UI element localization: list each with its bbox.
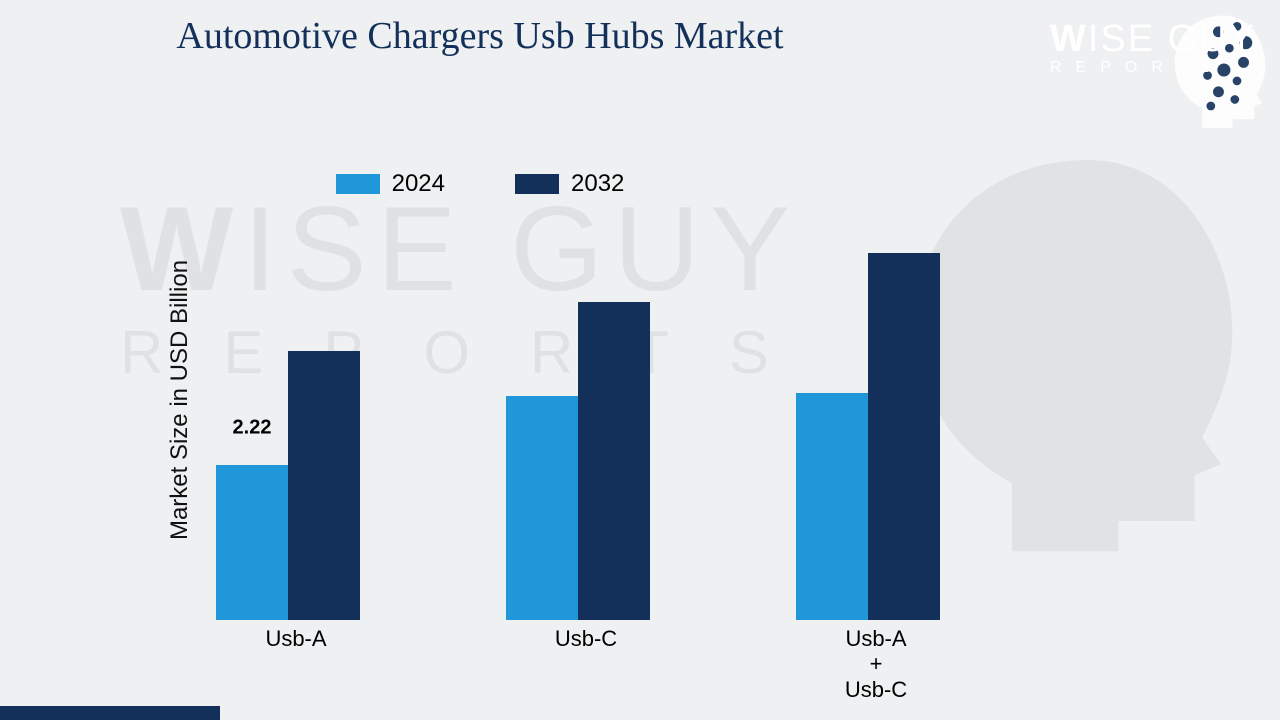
- canvas: WISE GUY REPORTS WISE GUY REPORTS Automo…: [0, 0, 1280, 720]
- bar: [796, 393, 868, 621]
- brand-logo: WISE GUY REPORTS: [1050, 20, 1256, 76]
- brand-sub: REPORTS: [1050, 60, 1256, 76]
- bar: [506, 396, 578, 620]
- category-label: Usb-C: [555, 626, 617, 651]
- category-label: Usb-A + Usb-C: [845, 626, 907, 702]
- chart: Market Size in USD Billion Usb-AUsb-CUsb…: [90, 180, 960, 620]
- bar: [578, 302, 650, 621]
- brand-rest: ISE GUY: [1088, 18, 1256, 60]
- bar: [216, 465, 288, 620]
- y-axis-label: Market Size in USD Billion: [166, 260, 194, 540]
- value-label: 2.22: [202, 416, 302, 439]
- brand-w: W: [1050, 18, 1088, 60]
- plot-area: Usb-AUsb-CUsb-A + Usb-C2.22: [200, 200, 960, 620]
- category-label: Usb-A: [265, 626, 326, 651]
- bar: [288, 351, 360, 621]
- bar: [868, 253, 940, 621]
- bottom-accent-bar: [0, 706, 220, 720]
- chart-title: Automotive Chargers Usb Hubs Market: [0, 14, 960, 58]
